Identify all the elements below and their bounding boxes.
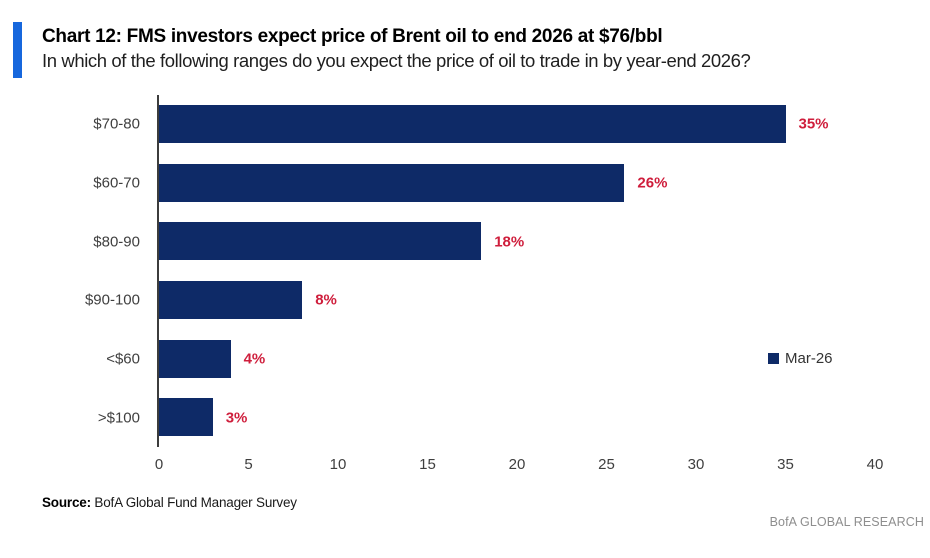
- x-axis-tick-label: 10: [329, 456, 347, 473]
- category-label: $60-70: [93, 174, 140, 192]
- bar: [159, 281, 303, 319]
- legend-label: Mar-26: [785, 350, 833, 367]
- bar: [159, 163, 625, 202]
- category-label: <$60: [106, 350, 140, 368]
- plot-area: 0 5 10 15 20 25 30 35 40 $70-80 35% $60-70 26% $80-9…: [85, 95, 883, 473]
- value-label: 35%: [798, 115, 829, 133]
- chart-title: Chart 12: FMS investors expect price of …: [42, 26, 663, 47]
- bar-chart: 0 5 10 15 20 25 30 35 40 $70-80 35% $60-70 26% $80-9…: [0, 93, 930, 493]
- bar: [159, 398, 213, 437]
- source-text: BofA Global Fund Manager Survey: [90, 495, 297, 510]
- bar-row: $80-90 18%: [93, 212, 875, 271]
- x-axis: 0 5 10 15 20 25 30 35 40: [155, 456, 884, 480]
- legend: Mar-26: [768, 350, 833, 367]
- value-label: 26%: [637, 174, 668, 192]
- value-label: 3%: [225, 409, 248, 427]
- x-axis-tick-label: 15: [419, 456, 436, 473]
- legend-swatch-icon: [768, 353, 779, 364]
- value-label: 4%: [243, 350, 266, 368]
- bar-row: $60-70 26%: [93, 154, 875, 213]
- x-axis-tick-label: 35: [777, 456, 794, 473]
- title-accent-bar: [13, 22, 22, 78]
- category-label: $80-90: [93, 233, 140, 251]
- x-axis-tick-label: 5: [244, 456, 253, 473]
- value-label: 8%: [315, 291, 337, 309]
- x-axis-tick-label: 30: [687, 456, 705, 473]
- category-label: >$100: [97, 409, 140, 427]
- bar-row: $70-80 35%: [93, 95, 875, 154]
- bar-row: >$100 3%: [98, 388, 875, 447]
- category-label: $90-100: [84, 291, 140, 309]
- source-label: Source:: [42, 495, 91, 510]
- bar: [159, 105, 786, 143]
- x-axis-tick-label: 25: [598, 456, 615, 473]
- bar-row: $90-100 8%: [85, 271, 875, 330]
- x-axis-tick-label: 0: [154, 456, 164, 473]
- bar: [159, 222, 482, 261]
- category-label: $70-80: [93, 115, 140, 133]
- source-note: Source: BofA Global Fund Manager Survey: [42, 495, 297, 510]
- brand-label: BofA GLOBAL RESEARCH: [769, 515, 924, 529]
- x-axis-tick-label: 40: [866, 456, 884, 473]
- bar-row: <$60 4%: [106, 330, 875, 389]
- chart-subtitle: In which of the following ranges do you …: [42, 50, 751, 71]
- value-label: 18%: [494, 233, 525, 251]
- bar: [159, 339, 231, 378]
- x-axis-tick-label: 20: [508, 456, 526, 473]
